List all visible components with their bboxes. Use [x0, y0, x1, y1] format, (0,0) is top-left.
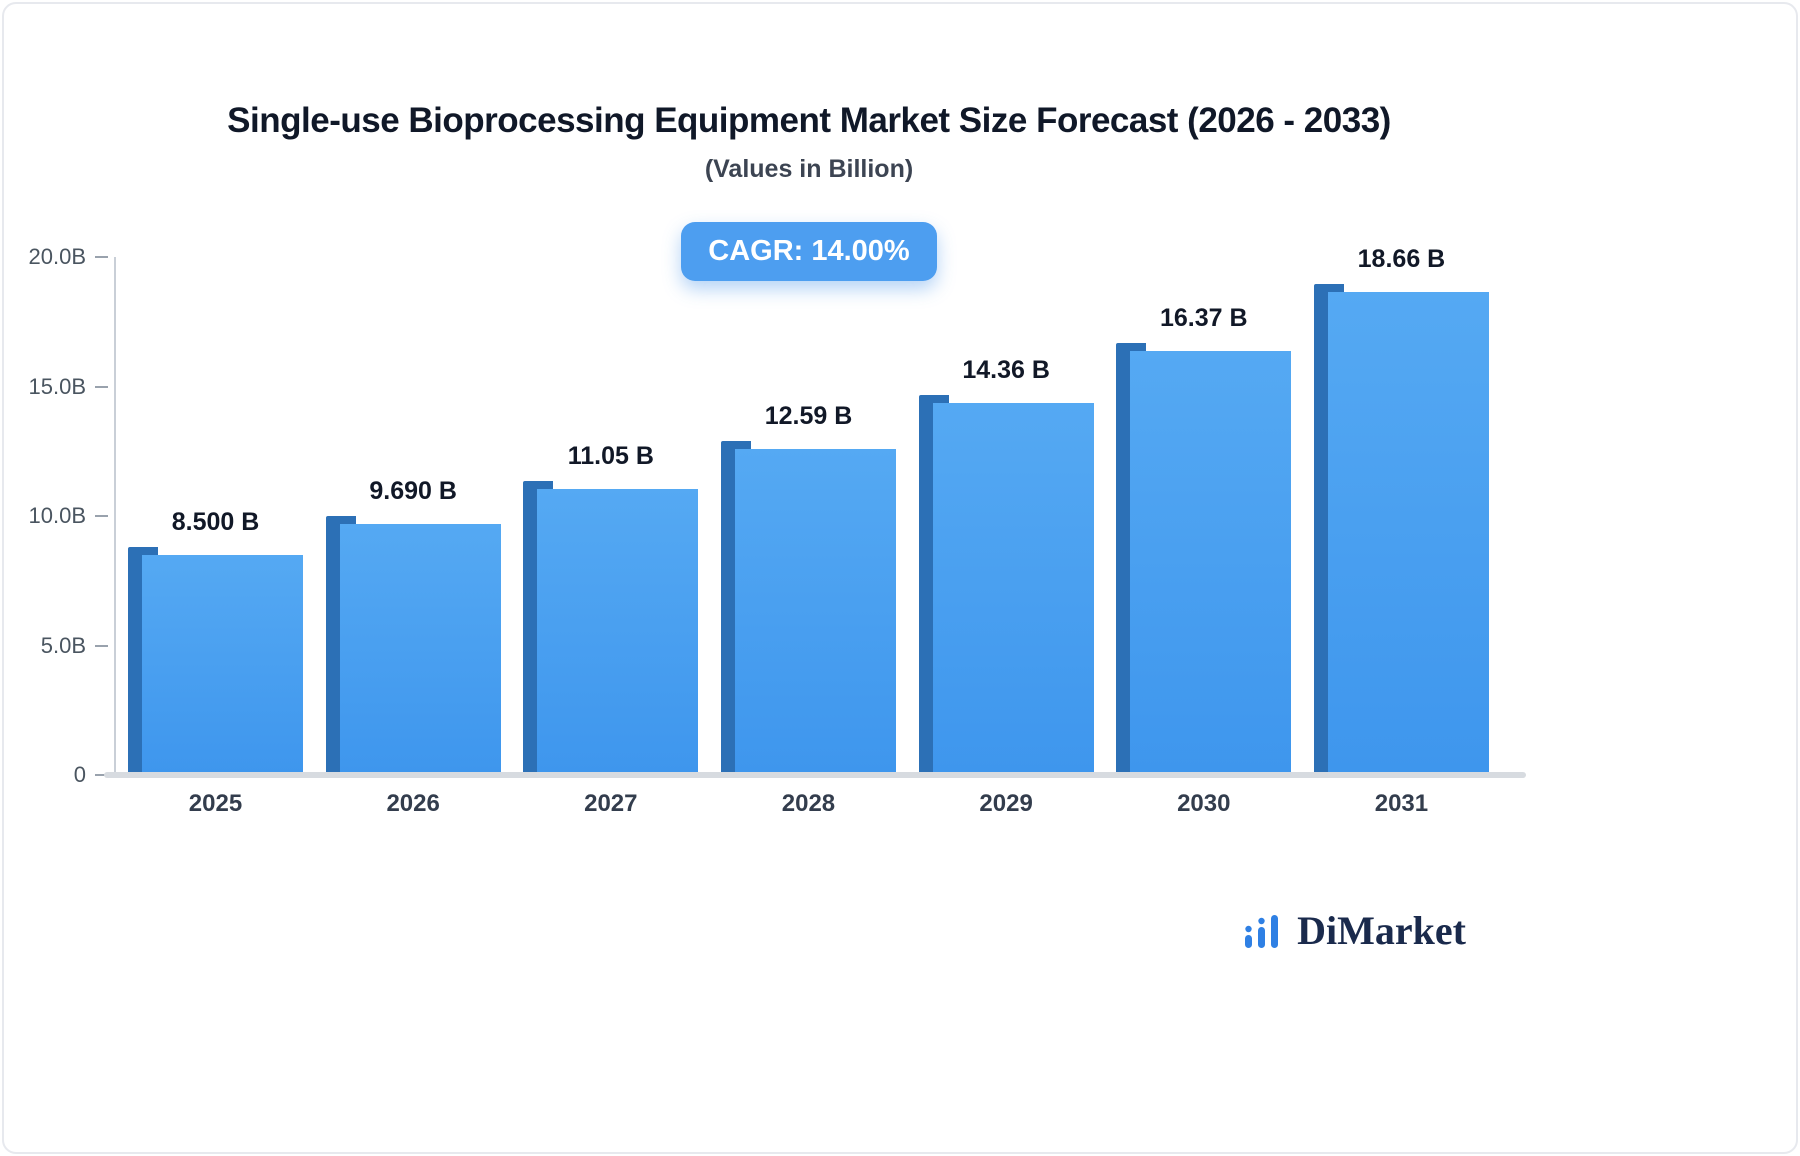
y-tick-label: 20.0B — [28, 244, 87, 269]
bars-container: 8.500 B 9.690 B 11.05 B 12.59 B 14.36 B 16.37… — [114, 245, 1524, 775]
y-tick-mark — [95, 774, 108, 776]
bar-value-label: 18.66 B — [1357, 244, 1446, 273]
bar-front-face — [1130, 351, 1292, 775]
x-axis-label-2026: 2026 — [386, 790, 440, 817]
y-axis-line — [114, 257, 116, 775]
bar-front-face — [537, 488, 699, 775]
dimarket-logo-text: DiMarket — [1297, 908, 1466, 953]
bar-group-2030: 16.37 B — [1116, 304, 1292, 775]
bar-group-2026: 9.690 B — [325, 477, 501, 775]
bar-2025 — [128, 546, 303, 775]
dimarket-logo-icon — [1245, 915, 1279, 948]
bar-2028 — [720, 440, 896, 775]
bar-value-label: 9.690 B — [369, 477, 457, 506]
x-axis-line — [104, 772, 1526, 778]
x-axis-label-2025: 2025 — [188, 790, 243, 817]
bar-value-label: 14.36 B — [962, 356, 1050, 385]
cagr-badge-wrap: CAGR: 14.00% — [4, 222, 1614, 281]
bar-front-face — [339, 524, 501, 775]
chart-header: Single-use Bioprocessing Equipment Marke… — [4, 4, 1614, 281]
bar-front-face — [734, 448, 896, 775]
bar-2029 — [918, 395, 1094, 775]
bar-value-label: 11.05 B — [567, 441, 654, 470]
x-axis-label-2029: 2029 — [979, 790, 1033, 817]
bar-value-label: 12.59 B — [764, 401, 853, 430]
x-axis-label-2027: 2027 — [584, 790, 638, 817]
bar-2026 — [325, 516, 501, 775]
x-axis: 2025 2026 2027 2028 2029 2030 2031 — [114, 790, 1524, 818]
bar-2030 — [1116, 343, 1292, 775]
y-tick-mark — [95, 385, 108, 388]
y-tick: 5.0B — [41, 633, 108, 659]
bar-group-2027: 11.05 B — [523, 441, 699, 775]
brand-logo: DiMarket — [1242, 907, 1466, 951]
y-tick-mark — [95, 256, 108, 258]
bar-front-face — [1327, 291, 1489, 775]
y-tick: 0 — [74, 762, 108, 788]
chart-subtitle: (Values in Billion) — [704, 155, 914, 183]
bar-group-2025: 8.500 B — [128, 508, 303, 775]
bar-group-2028: 12.59 B — [720, 401, 896, 775]
y-axis: 20.0B 15.0B 10.0B 5.0B 0 — [4, 244, 108, 787]
chart-title: Single-use Bioprocessing Equipment Marke… — [227, 101, 1391, 140]
bar-value-label: 8.500 B — [171, 507, 260, 536]
y-tick: 10.0B — [28, 503, 108, 529]
bar-group-2029: 14.36 B — [918, 356, 1094, 775]
cagr-badge: CAGR: 14.00% — [681, 222, 937, 281]
x-axis-label-2028: 2028 — [781, 790, 836, 817]
x-axis-label-2030: 2030 — [1177, 790, 1231, 817]
y-tick: 20.0B — [28, 244, 108, 270]
y-tick-label: 15.0B — [28, 373, 87, 399]
bar-group-2031: 18.66 B — [1313, 244, 1489, 775]
plot-area: 8.500 B 9.690 B 11.05 B 12.59 B 14.36 B 16.37… — [114, 245, 1524, 775]
y-tick-label: 10.0B — [28, 503, 87, 528]
y-tick: 15.0B — [28, 373, 108, 400]
y-tick-label: 5.0B — [40, 632, 86, 658]
y-tick-mark — [95, 644, 108, 647]
bar-front-face — [142, 554, 303, 775]
y-tick-label: 0 — [73, 762, 86, 787]
x-axis-label-2031: 2031 — [1374, 790, 1429, 817]
bar-value-label: 16.37 B — [1160, 304, 1248, 333]
bar-front-face — [932, 403, 1094, 775]
y-tick-mark — [95, 515, 108, 517]
bar-2027 — [523, 480, 699, 775]
bar-2031 — [1313, 283, 1489, 775]
